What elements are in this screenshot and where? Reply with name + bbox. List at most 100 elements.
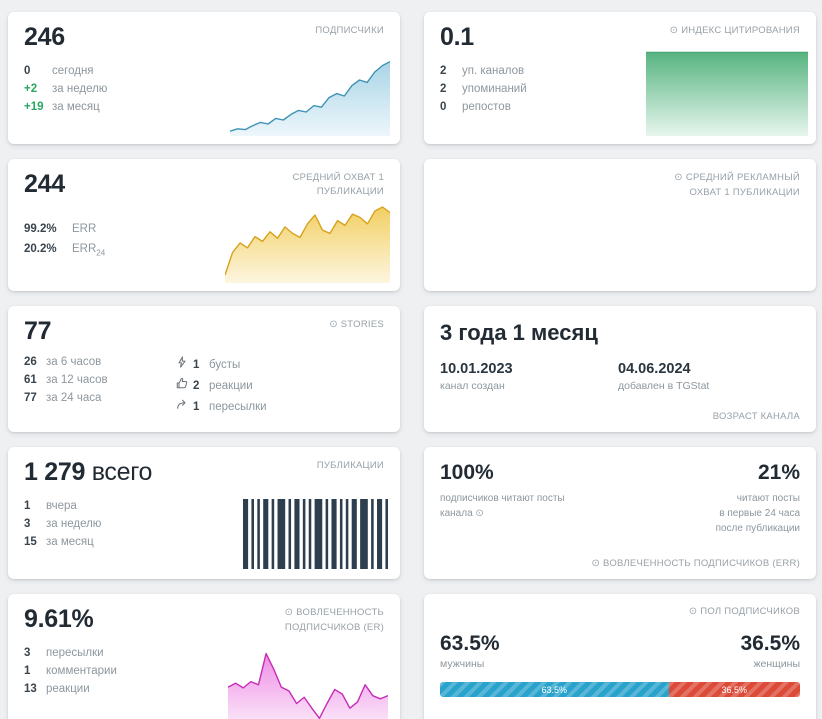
info-icon[interactable]: ⊙ (669, 25, 679, 36)
channel-age-label: ВОЗРАСТ КАНАЛА (712, 411, 800, 422)
stat-row: 15 за месяц (24, 536, 384, 548)
male-value: 63.5% (440, 632, 500, 655)
stat-row: 3 за неделю (24, 518, 384, 530)
stories-action-stats: 1 бусты 2 реакции 1 пересылки (176, 355, 267, 419)
publications-card[interactable]: 1 279 всего ПУБЛИКАЦИИ 1 вчера 3 за неде… (8, 447, 400, 579)
added-label: добавлен в TGStat (618, 380, 710, 392)
stat-value: 13 (24, 683, 37, 696)
engagement-err-label: ⊙ ВОВЛЕЧЕННОСТЬ ПОДПИСЧИКОВ (ERR) (591, 558, 800, 569)
stat-label: пересылки (46, 647, 104, 660)
stat-value: 15 (24, 535, 37, 548)
stat-value: 2 (440, 82, 447, 95)
publications-stats: 1 вчера 3 за неделю 15 за месяц (24, 500, 384, 548)
avg-reach-head: 244 СРЕДНИЙ ОХВАТ 1 ПУБЛИКАЦИИ (24, 170, 384, 199)
female-bar-segment: 36.5% (668, 682, 800, 697)
avg-reach-sparkline (225, 203, 390, 283)
stat-value: 61 (24, 373, 37, 386)
stat-label: за неделю (46, 517, 102, 530)
subscribers-label: ПОДПИСЧИКИ (315, 25, 384, 36)
stat-value: 0 (440, 100, 447, 113)
stat-value: 1 (24, 665, 31, 678)
stat-row: 2 уп. каналов (440, 65, 800, 77)
stat-value: 1 (24, 499, 31, 512)
stat-label: реакции (46, 683, 90, 696)
avg-ad-reach-label: ⊙ СРЕДНИЙ РЕКЛАМНЫЙ ОХВАТ 1 ПУБЛИКАЦИИ (674, 172, 800, 198)
stat-row: 0 репостов (440, 101, 800, 113)
citation-index-card[interactable]: 0.1 ⊙ ИНДЕКС ЦИТИРОВАНИЯ 2 уп. каналов 2… (424, 12, 816, 144)
stat-row: 1 бусты (176, 355, 267, 371)
info-icon[interactable]: ⊙ (284, 607, 294, 618)
stat-value: 2 (440, 64, 447, 77)
stat-value: +19 (24, 100, 44, 113)
engagement-er-sparkline (228, 652, 388, 719)
citation-label: ⊙ ИНДЕКС ЦИТИРОВАНИЯ (669, 25, 800, 36)
stat-label: пересылки (209, 400, 267, 413)
stat-value: 3 (24, 647, 31, 660)
stat-label: за 6 часов (46, 355, 102, 368)
err-right-value: 21% (757, 461, 800, 484)
avg-ad-reach-card[interactable]: ⊙ СРЕДНИЙ РЕКЛАМНЫЙ ОХВАТ 1 ПУБЛИКАЦИИ (424, 159, 816, 291)
publications-value: 1 279 всего (24, 458, 153, 486)
stat-label: ERR24 (72, 242, 106, 258)
stat-label: за 24 часа (46, 391, 102, 404)
stat-label: комментарии (46, 665, 117, 678)
stat-value: 1 (193, 400, 200, 413)
engagement-err-card[interactable]: 100% подписчиков читают посты канала ⊙ 2… (424, 447, 816, 579)
avg-reach-card[interactable]: 244 СРЕДНИЙ ОХВАТ 1 ПУБЛИКАЦИИ 99.2% ERR… (8, 159, 400, 291)
stat-row: 13 реакции (24, 683, 384, 695)
stat-row: 2 упоминаний (440, 83, 800, 95)
stat-value: 26 (24, 355, 37, 368)
info-icon[interactable]: ⊙ (475, 508, 484, 519)
subscribers-card[interactable]: 246 ПОДПИСЧИКИ 0 сегодня +2 за неделю +1… (8, 12, 400, 144)
stat-value: 77 (24, 391, 37, 404)
gender-card[interactable]: ⊙ ПОЛ ПОДПИСЧИКОВ 63.5% мужчины 36.5% же… (424, 594, 816, 719)
avg-reach-label: СРЕДНИЙ ОХВАТ 1 ПУБЛИКАЦИИ (292, 172, 384, 197)
info-icon[interactable]: ⊙ (591, 558, 601, 569)
stories-time-stats: 26 за 6 часов 61 за 12 часов 77 за 24 ча… (24, 356, 176, 419)
stat-row: 20.2% ERR24 (24, 243, 384, 257)
stat-row: 0 сегодня (24, 65, 384, 77)
stat-label: вчера (46, 499, 77, 512)
subscribers-stats: 0 сегодня +2 за неделю +19 за месяц (24, 65, 384, 113)
publications-head: 1 279 всего ПУБЛИКАЦИИ (24, 458, 384, 487)
stat-value: +2 (24, 82, 38, 95)
info-icon[interactable]: ⊙ (329, 319, 338, 330)
stories-card[interactable]: 77 ⊙ STORIES 26 за 6 часов 61 за 12 часо… (8, 306, 400, 432)
citation-sparkline (646, 48, 808, 136)
info-icon[interactable]: ⊙ (674, 172, 683, 183)
stat-row: 99.2% ERR (24, 223, 384, 237)
engagement-er-card[interactable]: 9.61% ⊙ ВОВЛЕЧЕННОСТЬ ПОДПИСЧИКОВ (ER) 3… (8, 594, 400, 719)
engagement-er-stats: 3 пересылки 1 комментарии 13 реакции (24, 647, 384, 695)
created-date: 10.01.2023 (440, 361, 513, 377)
stat-label: уп. каналов (462, 64, 525, 77)
stories-value: 77 (24, 317, 52, 345)
avg-reach-value: 244 (24, 170, 65, 198)
subscribers-sparkline (230, 56, 390, 136)
err-values: 100% подписчиков читают посты канала ⊙ 2… (440, 461, 800, 536)
stat-row: 77 за 24 часа (24, 392, 176, 404)
info-icon[interactable]: ⊙ (688, 606, 698, 617)
channel-age-value: 3 года 1 месяц (440, 320, 598, 345)
female-label: женщины (753, 658, 800, 670)
stat-label: упоминаний (462, 82, 527, 95)
stat-label: репостов (462, 100, 511, 113)
gender-female: 36.5% женщины (740, 632, 800, 670)
gender-male: 63.5% мужчины (440, 632, 500, 670)
stat-row: 1 пересылки (176, 398, 267, 413)
subscribers-head: 246 ПОДПИСЧИКИ (24, 23, 384, 52)
err-left-value: 100% (440, 461, 494, 484)
created-label: канал создан (440, 380, 505, 392)
publications-barcode-chart (243, 499, 388, 569)
stat-label: за неделю (52, 82, 108, 95)
stat-row: +19 за месяц (24, 101, 384, 113)
stat-row: +2 за неделю (24, 83, 384, 95)
stories-head: 77 ⊙ STORIES (24, 317, 384, 346)
engagement-er-value: 9.61% (24, 605, 94, 633)
channel-age-card[interactable]: 3 года 1 месяц 10.01.2023 канал создан 0… (424, 306, 816, 432)
gender-ratio-bar: 63.5% 36.5% (440, 682, 800, 697)
stat-label: бусты (209, 358, 241, 371)
stat-row: 26 за 6 часов (24, 356, 176, 368)
stat-value: 2 (193, 379, 200, 392)
male-label: мужчины (440, 658, 485, 670)
stat-value: 1 (193, 358, 200, 371)
